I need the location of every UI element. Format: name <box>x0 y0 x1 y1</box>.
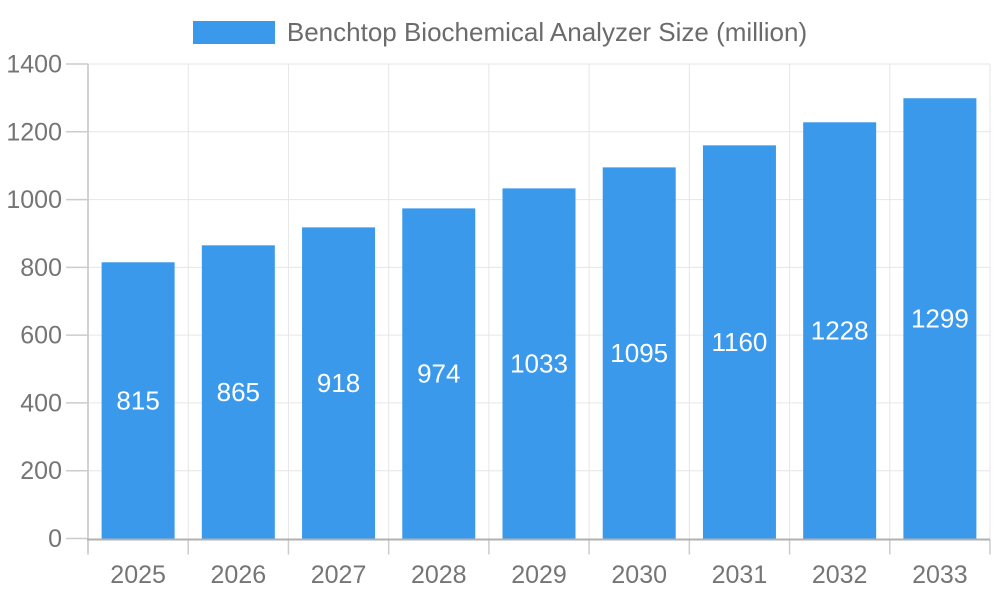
y-tick-label: 1200 <box>6 118 62 146</box>
y-tick-label: 0 <box>48 525 62 553</box>
x-tick-label-2033: 2033 <box>912 561 968 589</box>
x-tick-label-2026: 2026 <box>211 561 267 589</box>
chart-legend-item[interactable]: Benchtop Biochemical Analyzer Size (mill… <box>0 16 1000 47</box>
x-tick-label-2025: 2025 <box>110 561 166 589</box>
bar-2025[interactable] <box>101 262 175 539</box>
bar-value-label: 865 <box>217 377 260 407</box>
bar-2032[interactable] <box>803 122 877 539</box>
bar-value-label: 974 <box>417 358 460 388</box>
bar-value-label: 1095 <box>610 338 668 368</box>
x-tick-label-2027: 2027 <box>311 561 367 589</box>
bar-value-label: 815 <box>116 385 159 415</box>
x-tick-label-2028: 2028 <box>411 561 467 589</box>
y-tick-label: 800 <box>20 254 62 282</box>
legend-label: Benchtop Biochemical Analyzer Size (mill… <box>286 16 808 47</box>
bar-2028[interactable] <box>402 208 476 539</box>
x-tick-label-2030: 2030 <box>611 561 667 589</box>
x-tick-label-2029: 2029 <box>511 561 567 589</box>
bar-value-label: 1160 <box>711 327 767 357</box>
bar-2027[interactable] <box>302 227 376 539</box>
legend-swatch <box>192 20 275 44</box>
bar-2033[interactable] <box>903 98 977 539</box>
x-tick-label-2032: 2032 <box>812 561 868 589</box>
bar-2026[interactable] <box>201 245 275 539</box>
bar-value-label: 918 <box>317 368 360 398</box>
y-tick-label: 1400 <box>6 51 62 79</box>
bar-value-label: 1299 <box>911 303 969 333</box>
bar-2031[interactable] <box>702 145 776 539</box>
bar-2030[interactable] <box>602 167 676 539</box>
y-tick-label: 1000 <box>6 186 62 214</box>
x-tick-label-2031: 2031 <box>712 561 768 589</box>
y-tick-label: 400 <box>20 389 62 417</box>
bar-value-label: 1033 <box>510 348 568 378</box>
bar-2029[interactable] <box>502 188 576 539</box>
bar-value-label: 1228 <box>811 315 869 345</box>
y-tick-label: 600 <box>20 322 62 350</box>
y-tick-label: 200 <box>20 457 62 485</box>
